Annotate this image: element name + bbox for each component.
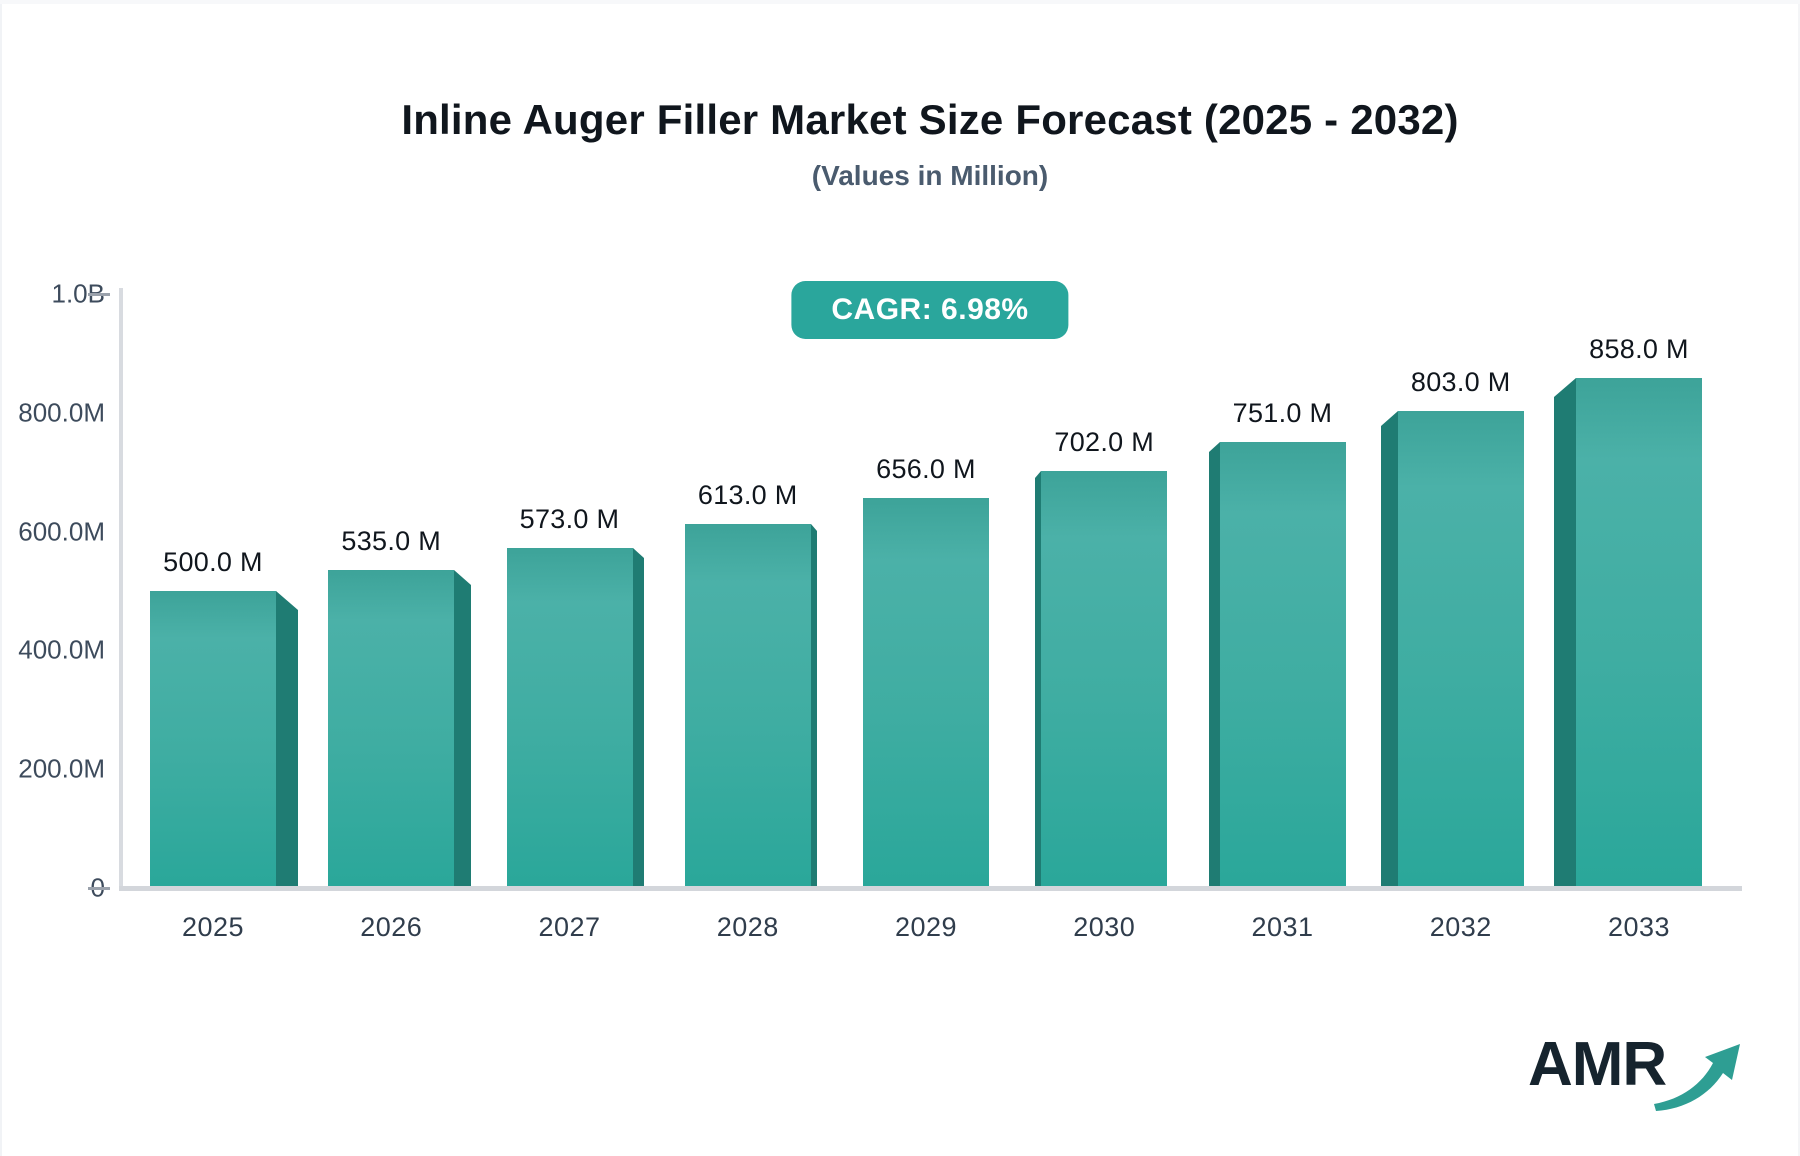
chart-subtitle: (Values in Million) — [811, 160, 1049, 191]
x-axis-label: 2031 — [1251, 912, 1314, 942]
x-axis-label: 2026 — [360, 912, 423, 942]
trend-arrow-icon — [1654, 1044, 1741, 1111]
bar — [685, 524, 811, 886]
bar — [863, 498, 989, 886]
y-axis-tick — [88, 887, 110, 890]
y-axis-label: 600.0M — [18, 516, 105, 547]
bar — [328, 570, 454, 886]
x-axis-line — [119, 886, 1742, 891]
x-axis-label: 2027 — [538, 912, 601, 942]
bar — [150, 591, 276, 886]
bar-value-label: 751.0 M — [1232, 398, 1333, 428]
bar — [1576, 378, 1702, 886]
bar — [507, 548, 633, 886]
bar-value-label: 803.0 M — [1410, 367, 1511, 397]
x-axis-label: 2030 — [1073, 912, 1136, 942]
y-axis-label: 800.0M — [18, 397, 105, 428]
bar-3d-side — [1209, 442, 1220, 886]
bar — [1398, 411, 1524, 886]
y-axis-tick — [88, 293, 110, 296]
bar-value-label: 702.0 M — [1054, 427, 1155, 457]
bar-3d-side — [276, 591, 298, 886]
page-edge-left — [0, 4, 2, 1156]
bar-value-label: 535.0 M — [341, 526, 442, 556]
chart-title: Inline Auger Filler Market Size Forecast… — [401, 96, 1459, 143]
cagr-badge: CAGR: 6.98% — [791, 281, 1069, 339]
y-axis-line — [119, 288, 123, 888]
bar-3d-side — [633, 548, 644, 886]
x-axis-label: 2025 — [181, 912, 245, 942]
y-axis-label: 200.0M — [18, 753, 105, 784]
bar-3d-side — [1381, 411, 1398, 886]
bar-value-label: 858.0 M — [1589, 334, 1689, 364]
bar-3d-side — [1035, 471, 1041, 886]
bar — [1220, 442, 1346, 886]
bar-value-label: 613.0 M — [697, 480, 798, 510]
bar — [1041, 471, 1167, 886]
bar-value-label: 656.0 M — [876, 454, 976, 484]
y-axis-label: 400.0M — [18, 634, 105, 665]
x-axis-label: 2033 — [1607, 912, 1671, 942]
bar-3d-side — [811, 524, 817, 886]
x-axis-label: 2028 — [716, 912, 779, 942]
chart-header: Inline Auger Filler Market Size Forecast… — [60, 96, 1800, 192]
bar-value-label: 500.0 M — [163, 547, 263, 577]
x-axis-label: 2032 — [1429, 912, 1492, 942]
bar-3d-side — [454, 570, 471, 886]
page-edge-right — [1798, 4, 1800, 1156]
amr-logo-text: AMR — [1528, 1030, 1667, 1099]
amr-logo: AMR — [1528, 1034, 1744, 1118]
x-axis-label: 2029 — [894, 912, 958, 942]
bar-3d-side — [1554, 378, 1576, 886]
bar-value-label: 573.0 M — [519, 504, 620, 534]
